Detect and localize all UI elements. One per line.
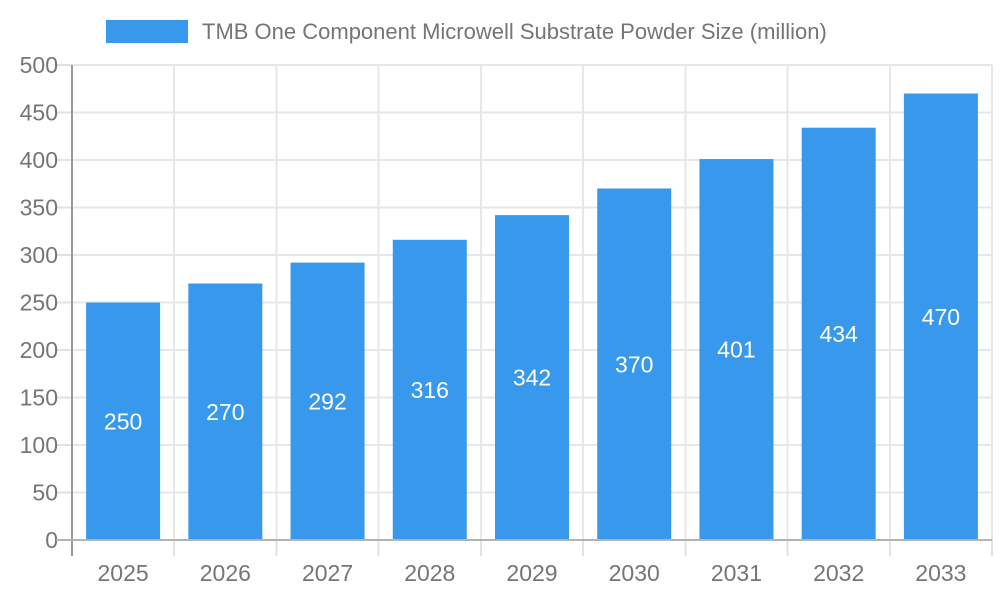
bar-value-label: 270 bbox=[206, 399, 244, 425]
bar-value-label: 401 bbox=[717, 337, 755, 363]
bar[interactable] bbox=[801, 127, 876, 540]
y-axis-label: 0 bbox=[45, 527, 58, 553]
x-axis-label: 2029 bbox=[506, 560, 557, 586]
y-axis-label: 300 bbox=[20, 242, 58, 268]
bar-value-label: 470 bbox=[922, 304, 960, 330]
bar[interactable] bbox=[290, 262, 365, 540]
x-axis-label: 2027 bbox=[302, 560, 353, 586]
bar[interactable] bbox=[903, 93, 978, 541]
bar[interactable] bbox=[188, 283, 263, 541]
bar[interactable] bbox=[699, 159, 774, 541]
bar-value-label: 370 bbox=[615, 351, 653, 377]
bar[interactable] bbox=[392, 239, 467, 541]
y-axis-label: 250 bbox=[20, 290, 58, 316]
legend-swatch bbox=[106, 20, 188, 43]
y-axis-label: 500 bbox=[20, 52, 58, 78]
x-axis-label: 2025 bbox=[98, 560, 149, 586]
bar[interactable] bbox=[86, 302, 161, 541]
x-axis-label: 2028 bbox=[404, 560, 455, 586]
bar-value-label: 250 bbox=[104, 408, 142, 434]
y-axis-label: 50 bbox=[32, 480, 58, 506]
x-axis-label: 2031 bbox=[711, 560, 762, 586]
bar-value-label: 342 bbox=[513, 365, 551, 391]
x-axis-label: 2026 bbox=[200, 560, 251, 586]
bar-value-label: 316 bbox=[411, 377, 449, 403]
legend-item[interactable]: TMB One Component Microwell Substrate Po… bbox=[106, 17, 827, 46]
x-axis-label: 2032 bbox=[813, 560, 864, 586]
y-axis-label: 400 bbox=[20, 147, 58, 173]
x-axis-label: 2033 bbox=[915, 560, 966, 586]
y-axis-label: 450 bbox=[20, 100, 58, 126]
x-axis-label: 2030 bbox=[609, 560, 660, 586]
legend-label: TMB One Component Microwell Substrate Po… bbox=[202, 18, 827, 44]
bar-value-label: 434 bbox=[819, 321, 858, 347]
bar[interactable] bbox=[597, 188, 672, 541]
y-axis-label: 150 bbox=[20, 385, 58, 411]
y-axis-label: 200 bbox=[20, 337, 58, 363]
bar[interactable] bbox=[495, 215, 569, 540]
y-axis-label: 350 bbox=[20, 195, 58, 221]
y-axis-label: 100 bbox=[20, 432, 58, 458]
bar-value-label: 292 bbox=[308, 388, 346, 414]
